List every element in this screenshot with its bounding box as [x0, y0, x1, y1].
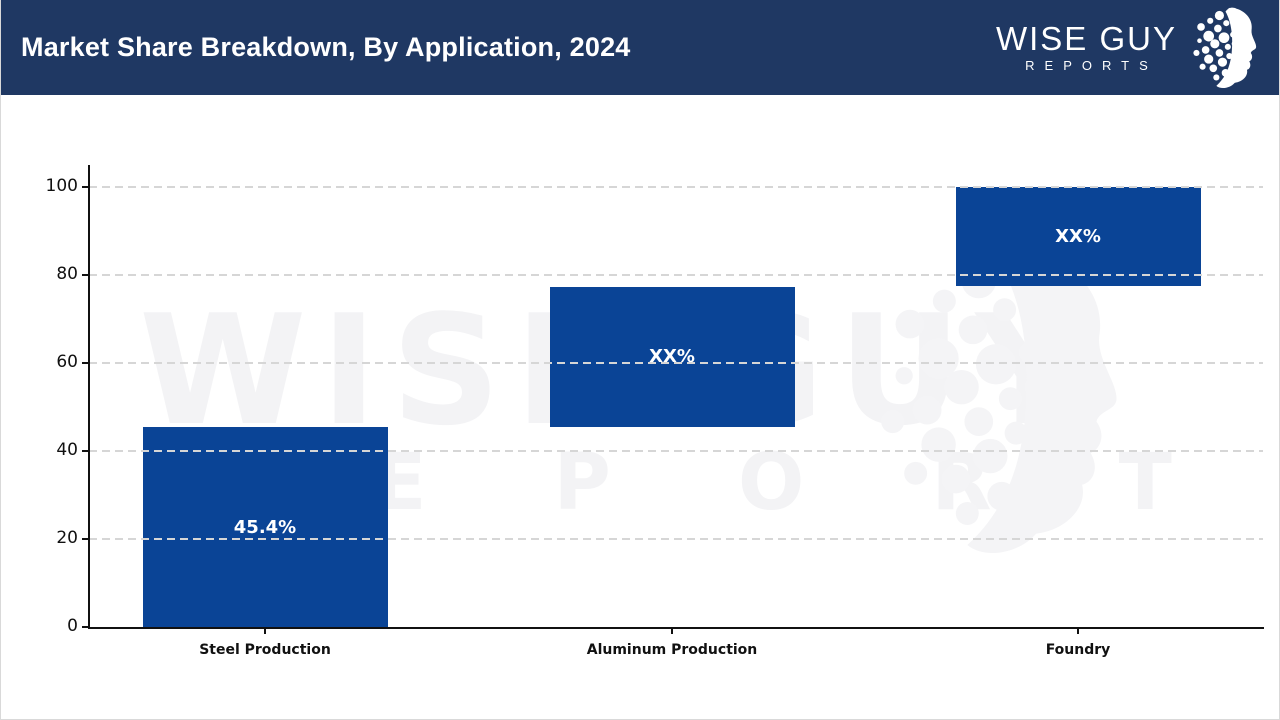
bar-value-label: 45.4%: [233, 516, 297, 538]
y-tick-label: 80: [56, 264, 78, 284]
bar-value-label: XX%: [1055, 225, 1101, 247]
wise-guy-reports-logo: WISE GUY REPORTS: [995, 4, 1279, 92]
y-axis-line: [88, 165, 90, 629]
y-tick-label: 40: [56, 440, 78, 460]
logo-head-icon: [1193, 7, 1257, 88]
y-tick-mark: [82, 362, 89, 364]
gridline-20: [89, 538, 1263, 540]
x-category-label: Foundry: [1045, 642, 1111, 658]
bar-foundry: XX%: [955, 187, 1201, 286]
bar-aluminum-production: XX%: [549, 286, 795, 427]
watermark-head-icon: [881, 251, 1117, 554]
x-tick-mark: [671, 627, 673, 634]
y-tick-label: 100: [45, 176, 78, 196]
gridline-100: [89, 186, 1263, 188]
bar-value-label: XX%: [649, 346, 695, 368]
y-tick-mark: [82, 186, 89, 188]
x-category-label: Aluminum Production: [586, 642, 758, 658]
logo-subtitle: REPORTS: [1025, 58, 1158, 74]
x-tick-mark: [1077, 627, 1079, 634]
y-tick-label: 0: [67, 616, 78, 636]
y-tick-mark: [82, 626, 89, 628]
bar-steel-production: 45.4%: [142, 427, 388, 627]
y-tick-mark: [82, 538, 89, 540]
logo-text: WISE GUY REPORTS: [995, 19, 1177, 74]
header-bar: Market Share Breakdown, By Application, …: [1, 0, 1279, 95]
y-tick-label: 60: [56, 352, 78, 372]
x-axis-line: [88, 627, 1264, 629]
gridline-60: [89, 362, 1263, 364]
gridline-80: [89, 274, 1263, 276]
y-tick-label: 20: [56, 528, 78, 548]
y-tick-mark: [82, 274, 89, 276]
y-tick-mark: [82, 450, 89, 452]
x-tick-mark: [264, 627, 266, 634]
gridline-40: [89, 450, 1263, 452]
page-title: Market Share Breakdown, By Application, …: [21, 32, 631, 62]
x-category-label: Steel Production: [199, 642, 331, 658]
logo-wordmark: WISE GUY: [995, 19, 1177, 57]
